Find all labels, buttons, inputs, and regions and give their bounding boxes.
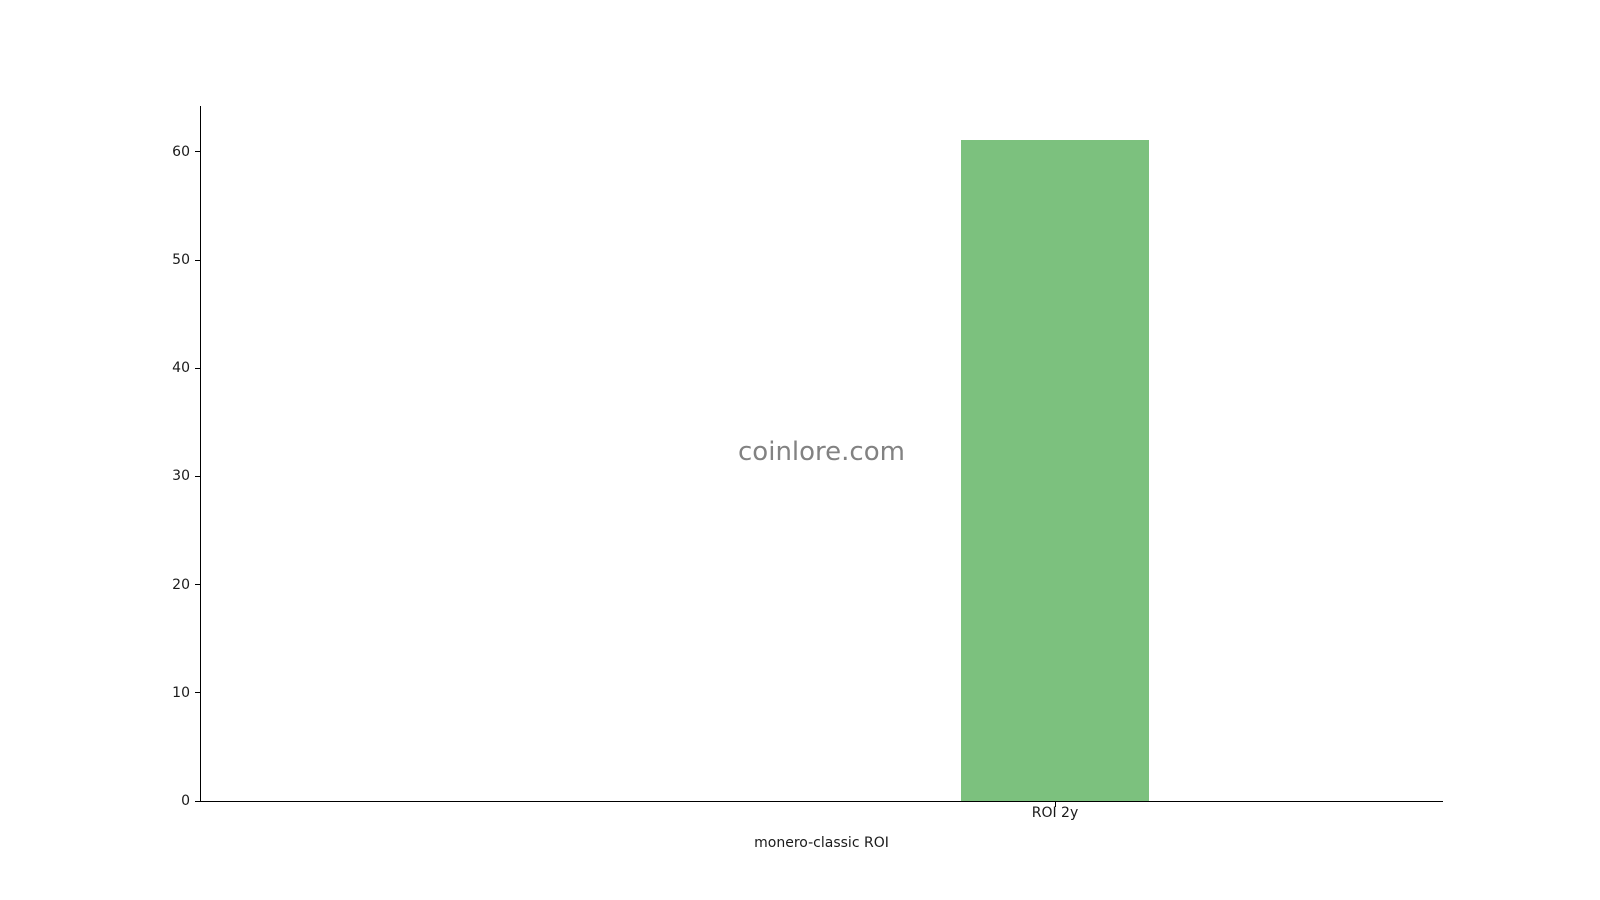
y-tick-mark	[195, 692, 200, 694]
x-axis-line	[199, 801, 1443, 802]
y-tick-mark	[195, 259, 200, 261]
y-tick-label: 50	[172, 252, 190, 269]
y-tick-mark	[195, 151, 200, 153]
y-tick-label: 40	[172, 360, 190, 377]
y-tick-mark	[195, 584, 200, 586]
bar-roi-2y	[961, 140, 1149, 801]
y-tick-mark	[195, 367, 200, 369]
y-tick-label: 30	[172, 468, 190, 485]
y-axis-line	[200, 106, 201, 802]
y-tick-label: 60	[172, 143, 190, 160]
x-axis-label: monero-classic ROI	[754, 835, 889, 851]
y-tick-label: 20	[172, 576, 190, 593]
y-tick-mark	[195, 800, 200, 802]
y-tick-label: 0	[181, 793, 190, 809]
x-tick-label: ROI 2y	[1031, 805, 1079, 821]
x-tick-mark	[1054, 802, 1056, 807]
y-tick-label: 10	[172, 684, 190, 701]
y-tick-mark	[195, 475, 200, 477]
watermark-text: coinlore.com	[738, 437, 905, 467]
